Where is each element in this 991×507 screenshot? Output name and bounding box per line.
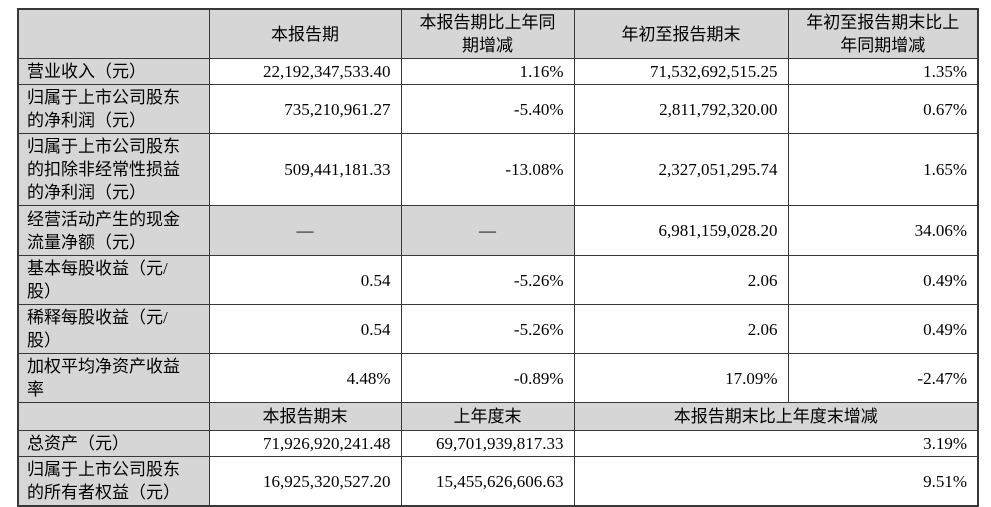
cell-current: 22,192,347,533.40 [208, 58, 402, 85]
cell-ytd: 17.09% [573, 353, 789, 403]
row-label: 基本每股收益（元/股） [17, 255, 210, 305]
cell-period-end: 16,925,320,527.20 [208, 456, 402, 507]
header-empty-cell [17, 8, 210, 59]
header-current-period-change: 本报告期比上年同期增减 [400, 8, 575, 59]
cell-ytd-change: 0.49% [787, 304, 979, 354]
header-row-period-end: 本报告期末 上年度末 本报告期末比上年度末增减 [17, 402, 979, 431]
financial-summary-table: 本报告期 本报告期比上年同期增减 年初至报告期末 年初至报告期末比上年同期增减 … [17, 8, 979, 507]
cell-ytd: 2,327,051,295.74 [573, 133, 789, 206]
cell-ytd-change: 1.35% [787, 58, 979, 85]
cell-ytd-change: 0.49% [787, 255, 979, 305]
cell-ytd: 71,532,692,515.25 [573, 58, 789, 85]
cell-ytd-change: -2.47% [787, 353, 979, 403]
header-ytd: 年初至报告期末 [573, 8, 789, 59]
row-label: 归属于上市公司股东的净利润（元） [17, 84, 210, 134]
header-current-period: 本报告期 [208, 8, 402, 59]
table-row-basic-eps: 基本每股收益（元/股） 0.54 -5.26% 2.06 0.49% [17, 255, 979, 305]
cell-period-end: 71,926,920,241.48 [208, 430, 402, 457]
row-label: 归属于上市公司股东的所有者权益（元） [17, 456, 210, 507]
row-label: 总资产（元） [17, 430, 210, 457]
table-row-net-profit: 归属于上市公司股东的净利润（元） 735,210,961.27 -5.40% 2… [17, 84, 979, 134]
cell-ytd: 2.06 [573, 304, 789, 354]
cell-ytd-change: 1.65% [787, 133, 979, 206]
cell-current-change: -5.40% [400, 84, 575, 134]
cell-change: 3.19% [573, 430, 979, 457]
cell-current-change: -5.26% [400, 304, 575, 354]
cell-current: 509,441,181.33 [208, 133, 402, 206]
cell-current: 735,210,961.27 [208, 84, 402, 134]
header-ytd-change: 年初至报告期末比上年同期增减 [787, 8, 979, 59]
cell-current: 0.54 [208, 255, 402, 305]
header-period-end: 本报告期末 [208, 402, 402, 431]
header-row-period: 本报告期 本报告期比上年同期增减 年初至报告期末 年初至报告期末比上年同期增减 [17, 8, 979, 59]
table-row-weighted-avg-roe: 加权平均净资产收益率 4.48% -0.89% 17.09% -2.47% [17, 353, 979, 403]
header-empty-cell [17, 402, 210, 431]
cell-ytd: 6,981,159,028.20 [573, 205, 789, 256]
cell-change: 9.51% [573, 456, 979, 507]
cell-current-change: -13.08% [400, 133, 575, 206]
cell-current: 0.54 [208, 304, 402, 354]
table-row-total-assets: 总资产（元） 71,926,920,241.48 69,701,939,817.… [17, 430, 979, 457]
cell-ytd-change: 0.67% [787, 84, 979, 134]
table-row-revenue: 营业收入（元） 22,192,347,533.40 1.16% 71,532,6… [17, 58, 979, 85]
cell-current-change: -0.89% [400, 353, 575, 403]
cell-current-change-dash: — [400, 205, 575, 256]
cell-ytd: 2,811,792,320.00 [573, 84, 789, 134]
row-label: 归属于上市公司股东的扣除非经常性损益的净利润（元） [17, 133, 210, 206]
cell-current-change: 1.16% [400, 58, 575, 85]
table-row-net-profit-excl-nonrecurring: 归属于上市公司股东的扣除非经常性损益的净利润（元） 509,441,181.33… [17, 133, 979, 206]
cell-prev-year-end: 15,455,626,606.63 [400, 456, 575, 507]
row-label: 加权平均净资产收益率 [17, 353, 210, 403]
table-row-diluted-eps: 稀释每股收益（元/股） 0.54 -5.26% 2.06 0.49% [17, 304, 979, 354]
row-label: 经营活动产生的现金流量净额（元） [17, 205, 210, 256]
cell-ytd: 2.06 [573, 255, 789, 305]
cell-ytd-change: 34.06% [787, 205, 979, 256]
table-row-operating-cash-flow: 经营活动产生的现金流量净额（元） — — 6,981,159,028.20 34… [17, 205, 979, 256]
cell-prev-year-end: 69,701,939,817.33 [400, 430, 575, 457]
row-label: 营业收入（元） [17, 58, 210, 85]
cell-current-dash: — [208, 205, 402, 256]
header-prev-year-end: 上年度末 [400, 402, 575, 431]
header-period-end-change: 本报告期末比上年度末增减 [573, 402, 979, 431]
cell-current: 4.48% [208, 353, 402, 403]
row-label: 稀释每股收益（元/股） [17, 304, 210, 354]
cell-current-change: -5.26% [400, 255, 575, 305]
table-row-owners-equity: 归属于上市公司股东的所有者权益（元） 16,925,320,527.20 15,… [17, 456, 979, 507]
